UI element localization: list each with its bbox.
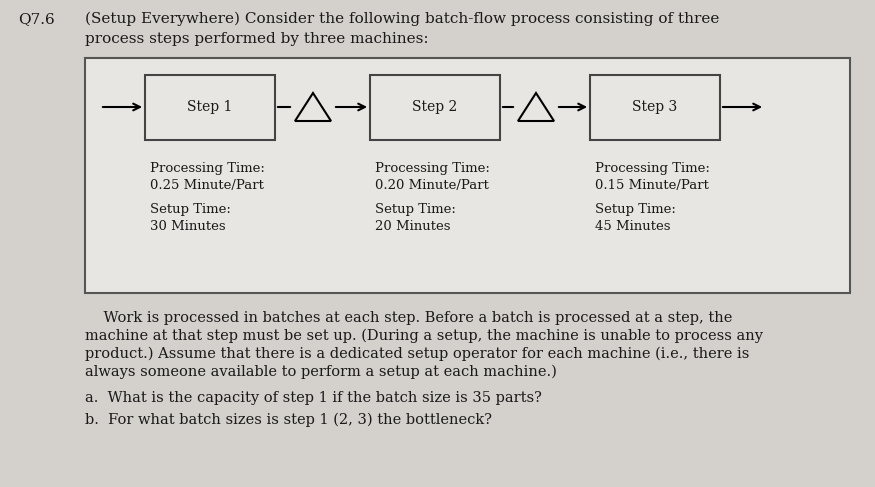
- Text: Setup Time:: Setup Time:: [595, 203, 676, 216]
- Text: Processing Time:: Processing Time:: [375, 162, 490, 175]
- Text: b.  For what batch sizes is step 1 (2, 3) the bottleneck?: b. For what batch sizes is step 1 (2, 3)…: [85, 413, 492, 428]
- Text: Setup Time:: Setup Time:: [150, 203, 231, 216]
- Text: Q7.6: Q7.6: [18, 12, 55, 26]
- Text: 0.25 Minute/Part: 0.25 Minute/Part: [150, 179, 264, 192]
- Text: 20 Minutes: 20 Minutes: [375, 220, 451, 233]
- Text: 45 Minutes: 45 Minutes: [595, 220, 670, 233]
- Text: Setup Time:: Setup Time:: [375, 203, 456, 216]
- Text: 0.20 Minute/Part: 0.20 Minute/Part: [375, 179, 489, 192]
- Text: machine at that step must be set up. (During a setup, the machine is unable to p: machine at that step must be set up. (Du…: [85, 329, 763, 343]
- Text: Step 3: Step 3: [633, 100, 677, 114]
- Text: Step 1: Step 1: [187, 100, 233, 114]
- Text: a.  What is the capacity of step 1 if the batch size is 35 parts?: a. What is the capacity of step 1 if the…: [85, 391, 542, 405]
- FancyBboxPatch shape: [145, 75, 275, 140]
- Text: product.) Assume that there is a dedicated setup operator for each machine (i.e.: product.) Assume that there is a dedicat…: [85, 347, 749, 361]
- FancyBboxPatch shape: [370, 75, 500, 140]
- Text: Processing Time:: Processing Time:: [595, 162, 710, 175]
- Text: Work is processed in batches at each step. Before a batch is processed at a step: Work is processed in batches at each ste…: [85, 311, 732, 325]
- Text: (Setup Everywhere) Consider the following batch-flow process consisting of three: (Setup Everywhere) Consider the followin…: [85, 12, 719, 46]
- Text: 30 Minutes: 30 Minutes: [150, 220, 226, 233]
- FancyBboxPatch shape: [85, 58, 850, 293]
- Text: always someone available to perform a setup at each machine.): always someone available to perform a se…: [85, 365, 556, 379]
- Text: 0.15 Minute/Part: 0.15 Minute/Part: [595, 179, 709, 192]
- Text: Step 2: Step 2: [412, 100, 458, 114]
- FancyBboxPatch shape: [590, 75, 720, 140]
- Text: Processing Time:: Processing Time:: [150, 162, 265, 175]
